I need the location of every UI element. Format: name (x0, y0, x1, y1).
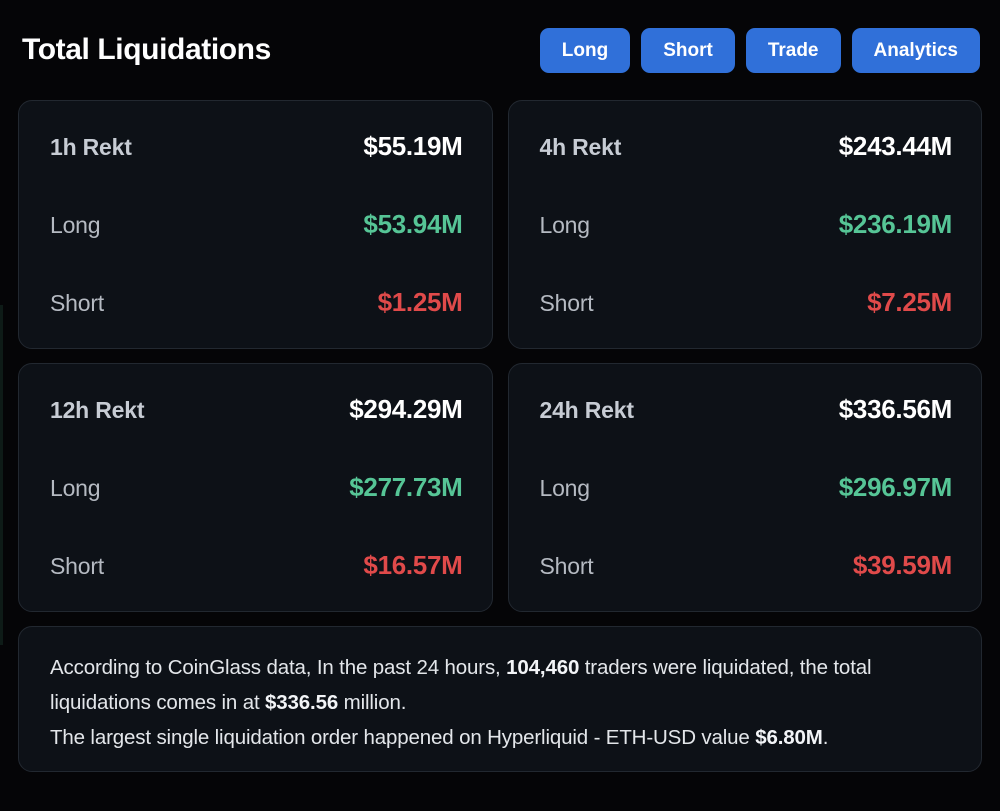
summary-line-2: The largest single liquidation order hap… (50, 720, 953, 755)
short-row: Short $7.25M (540, 287, 953, 318)
period-label: 1h Rekt (50, 134, 132, 160)
note-traders-count: 104,460 (506, 656, 580, 679)
page-title: Total Liquidations (22, 33, 271, 66)
liquidation-card-24h[interactable]: 24h Rekt $336.56M Long $296.97M Short $3… (507, 363, 982, 612)
note-total-liquidations: $336.56 (265, 691, 339, 714)
period-total-value: $294.29M (349, 394, 463, 424)
long-label: Long (539, 212, 591, 238)
note-text-1c: million. (338, 691, 407, 714)
nav-button-analytics[interactable]: Analytics (851, 27, 980, 73)
short-label: Short (50, 553, 104, 579)
note-text-1b: traders were liquidated, the total liqui… (50, 656, 872, 714)
note-text-1a: According to CoinGlass data, In the past… (50, 656, 507, 679)
long-value: $53.94M (363, 209, 463, 239)
long-label: Long (50, 212, 101, 238)
nav-button-short[interactable]: Short (641, 27, 735, 73)
period-total-value: $243.44M (838, 131, 953, 161)
long-value: $296.97M (838, 472, 953, 502)
long-value: $236.19M (838, 209, 953, 239)
nav-button-group: Long Short Trade Analytics (539, 27, 980, 73)
long-row: Long $296.97M (540, 472, 953, 503)
nav-button-long[interactable]: Long (539, 27, 631, 73)
liquidation-card-12h[interactable]: 12h Rekt $294.29M Long $277.73M Short $1… (18, 363, 493, 612)
card-header-row: 4h Rekt $243.44M (540, 131, 953, 162)
long-label: Long (539, 475, 591, 501)
note-largest-order-value: $6.80M (755, 726, 823, 749)
short-value: $7.25M (867, 287, 952, 317)
period-total-value: $336.56M (838, 394, 953, 424)
long-row: Long $53.94M (50, 209, 463, 240)
short-row: Short $1.25M (50, 287, 463, 318)
short-value: $39.59M (852, 550, 952, 580)
nav-button-trade[interactable]: Trade (745, 27, 841, 73)
card-header-row: 24h Rekt $336.56M (540, 394, 953, 425)
liquidation-cards-grid: 1h Rekt $55.19M Long $53.94M Short $1.25… (18, 100, 982, 612)
short-row: Short $39.59M (540, 550, 953, 581)
period-label: 12h Rekt (50, 397, 145, 423)
card-header-row: 1h Rekt $55.19M (50, 131, 463, 162)
short-label: Short (539, 290, 594, 316)
short-value: $1.25M (377, 287, 463, 317)
summary-note-panel: According to CoinGlass data, In the past… (18, 626, 982, 772)
period-label: 4h Rekt (539, 134, 622, 160)
period-total-value: $55.19M (363, 131, 463, 161)
long-label: Long (50, 475, 101, 501)
short-label: Short (539, 553, 594, 579)
left-edge-rule (0, 305, 3, 645)
summary-line-1: According to CoinGlass data, In the past… (50, 650, 953, 720)
short-row: Short $16.57M (50, 550, 463, 581)
short-value: $16.57M (363, 550, 463, 580)
note-text-2a: The largest single liquidation order hap… (50, 726, 756, 749)
note-text-2b: . (822, 726, 829, 749)
long-row: Long $277.73M (50, 472, 463, 503)
period-label: 24h Rekt (539, 397, 634, 423)
page-header: Total Liquidations Long Short Trade Anal… (18, 0, 982, 100)
liquidation-card-4h[interactable]: 4h Rekt $243.44M Long $236.19M Short $7.… (507, 100, 982, 349)
long-row: Long $236.19M (540, 209, 953, 240)
long-value: $277.73M (349, 472, 463, 502)
liquidation-card-1h[interactable]: 1h Rekt $55.19M Long $53.94M Short $1.25… (18, 100, 493, 349)
card-header-row: 12h Rekt $294.29M (50, 394, 463, 425)
short-label: Short (50, 290, 104, 316)
